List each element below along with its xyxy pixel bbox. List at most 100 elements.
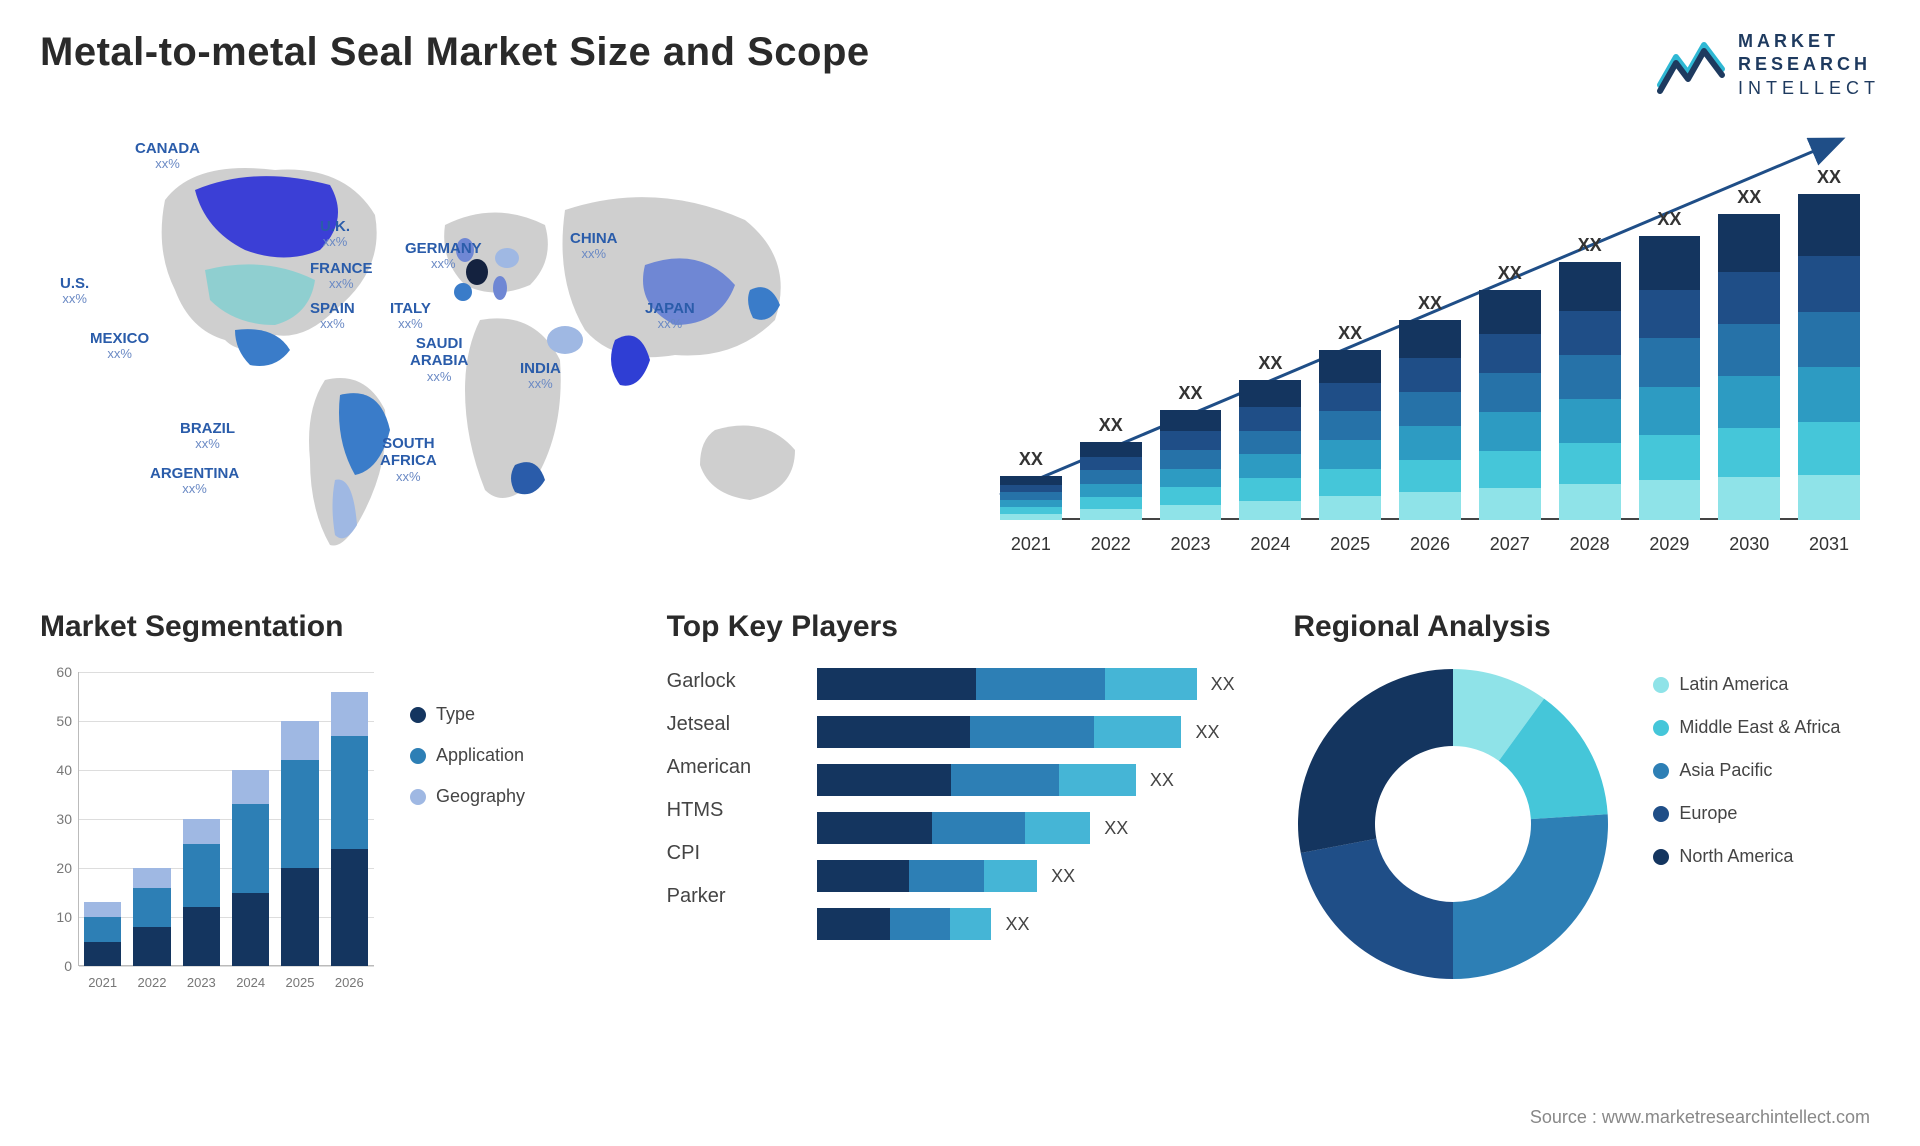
kp-row: XX (817, 860, 1254, 892)
bar-year-label: 2030 (1718, 534, 1780, 555)
donut-slice (1298, 669, 1453, 853)
kp-value-label: XX (1211, 674, 1235, 695)
bar-value-label: XX (1099, 415, 1123, 436)
bar-column: XX (1319, 323, 1381, 520)
bar-value-label: XX (1338, 323, 1362, 344)
bar-value-label: XX (1578, 235, 1602, 256)
bar-value-label: XX (1019, 449, 1043, 470)
kp-value-label: XX (1195, 722, 1219, 743)
bar-year-label: 2022 (1080, 534, 1142, 555)
kp-row: XX (817, 908, 1254, 940)
brand-logo: MARKET RESEARCH INTELLECT (1656, 30, 1880, 100)
bar-column: XX (1000, 449, 1062, 520)
bar-value-label: XX (1737, 187, 1761, 208)
bar-column: XX (1639, 209, 1701, 520)
seg-year-label: 2021 (84, 975, 121, 990)
seg-bar (232, 770, 269, 966)
map-label: MEXICOxx% (90, 330, 149, 362)
map-label: INDIAxx% (520, 360, 561, 392)
bar-year-label: 2027 (1479, 534, 1541, 555)
map-label: JAPANxx% (645, 300, 695, 332)
kp-value-label: XX (1150, 770, 1174, 791)
kp-row-label: Garlock (667, 670, 797, 693)
kp-value-label: XX (1005, 914, 1029, 935)
regional-legend-item: Asia Pacific (1653, 760, 1840, 781)
donut-slice (1453, 814, 1608, 979)
world-map-panel: CANADAxx% U.S.xx%MEXICOxx% BRAZILxx% ARGENT… (40, 130, 930, 560)
bar-year-label: 2029 (1639, 534, 1701, 555)
kp-row-label: American (667, 756, 797, 779)
bar-column: XX (1080, 415, 1142, 520)
donut-slice (1301, 839, 1453, 979)
page-title: Metal-to-metal Seal Market Size and Scop… (40, 30, 870, 75)
seg-legend-item: Type (410, 704, 525, 725)
key-players-labels: GarlockJetsealAmericanHTMSCPIParker (667, 664, 797, 940)
seg-y-tick: 20 (40, 860, 72, 876)
seg-legend-item: Geography (410, 786, 525, 807)
seg-y-tick: 40 (40, 762, 72, 778)
kp-row-label: HTMS (667, 799, 797, 822)
seg-year-label: 2025 (281, 975, 318, 990)
bar-column: XX (1399, 293, 1461, 520)
bar-column: XX (1160, 383, 1222, 520)
bar-value-label: XX (1498, 263, 1522, 284)
kp-value-label: XX (1104, 818, 1128, 839)
bar-column: XX (1798, 167, 1860, 520)
map-label: SPAINxx% (310, 300, 355, 332)
bar-value-label: XX (1179, 383, 1203, 404)
regional-donut (1293, 664, 1613, 984)
main-bar-chart: XXXXXXXXXXXXXXXXXXXXXX 20212022202320242… (980, 130, 1880, 560)
bar-value-label: XX (1258, 353, 1282, 374)
seg-bar (281, 721, 318, 966)
segmentation-chart: 0102030405060 202120222023202420252026 (40, 664, 380, 994)
map-label: SOUTHAFRICAxx% (380, 435, 437, 484)
kp-row: XX (817, 668, 1254, 700)
regional-legend: Latin AmericaMiddle East & AfricaAsia Pa… (1653, 664, 1840, 867)
bar-year-label: 2024 (1239, 534, 1301, 555)
seg-bar (133, 868, 170, 966)
seg-year-label: 2022 (133, 975, 170, 990)
kp-row: XX (817, 764, 1254, 796)
map-label: ITALYxx% (390, 300, 431, 332)
seg-legend-item: Application (410, 745, 525, 766)
bar-year-label: 2021 (1000, 534, 1062, 555)
regional-legend-item: Europe (1653, 803, 1840, 824)
map-label: BRAZILxx% (180, 420, 235, 452)
map-label: SAUDIARABIAxx% (410, 335, 468, 384)
map-label: CANADAxx% (135, 140, 200, 172)
brand-logo-icon (1656, 33, 1726, 97)
segmentation-panel: Market Segmentation 0102030405060 202120… (40, 610, 627, 1060)
seg-year-label: 2026 (331, 975, 368, 990)
seg-bar (183, 819, 220, 966)
regional-legend-item: North America (1653, 846, 1840, 867)
segmentation-title: Market Segmentation (40, 610, 627, 644)
bar-value-label: XX (1418, 293, 1442, 314)
seg-y-tick: 10 (40, 909, 72, 925)
bar-column: XX (1479, 263, 1541, 520)
bar-year-label: 2031 (1798, 534, 1860, 555)
map-label: U.S.xx% (60, 275, 89, 307)
logo-line-2: RESEARCH (1738, 53, 1880, 76)
bar-year-label: 2028 (1559, 534, 1621, 555)
regional-panel: Regional Analysis Latin AmericaMiddle Ea… (1293, 610, 1880, 1060)
kp-row: XX (817, 812, 1254, 844)
seg-bar (84, 902, 121, 966)
map-label: ARGENTINAxx% (150, 465, 239, 497)
bar-column: XX (1559, 235, 1621, 520)
map-label: U.K.xx% (320, 218, 350, 250)
key-players-panel: Top Key Players GarlockJetsealAmericanHT… (667, 610, 1254, 1060)
seg-year-label: 2024 (232, 975, 269, 990)
source-label: Source : www.marketresearchintellect.com (1530, 1107, 1870, 1128)
map-label: GERMANYxx% (405, 240, 482, 272)
bar-year-label: 2026 (1399, 534, 1461, 555)
bar-value-label: XX (1657, 209, 1681, 230)
seg-y-tick: 60 (40, 664, 72, 680)
map-label: FRANCExx% (310, 260, 373, 292)
kp-row-label: Jetseal (667, 713, 797, 736)
bar-column: XX (1718, 187, 1780, 520)
logo-line-1: MARKET (1738, 30, 1880, 53)
seg-year-label: 2023 (183, 975, 220, 990)
kp-value-label: XX (1051, 866, 1075, 887)
kp-row: XX (817, 716, 1254, 748)
seg-y-tick: 50 (40, 713, 72, 729)
